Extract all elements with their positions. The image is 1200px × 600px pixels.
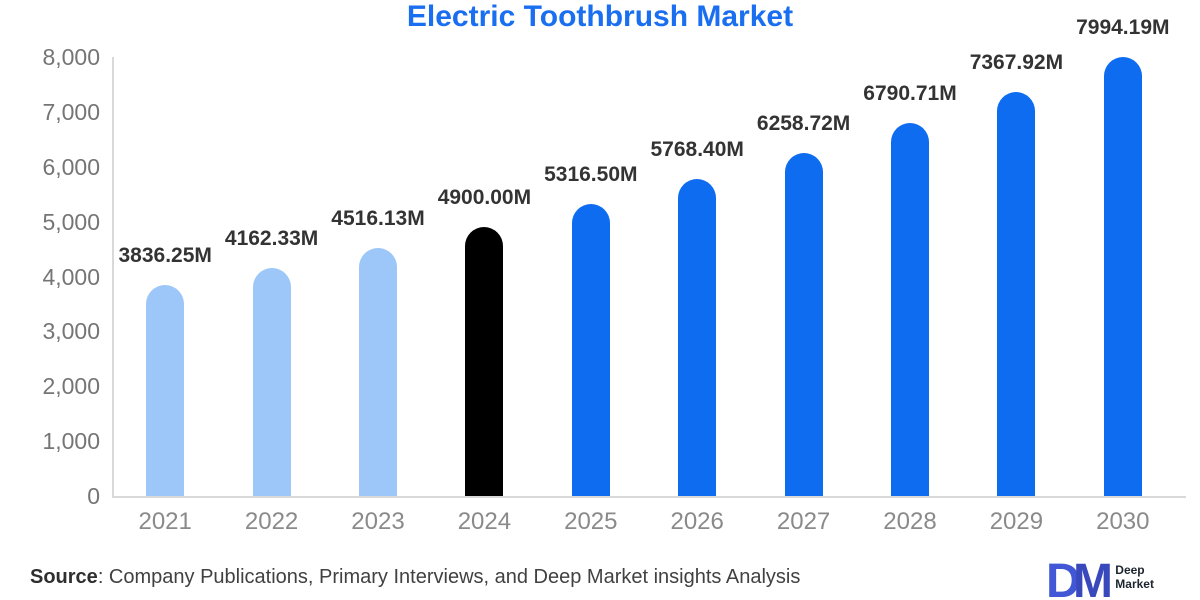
y-axis-tick-label: 4,000 [42,263,100,290]
x-axis-tick-label-2025: 2025 [564,508,618,535]
y-axis-line [112,57,114,496]
chart-title: Electric Toothbrush Market [406,0,794,33]
logo-letter-d: D [1046,555,1081,600]
bar-value-label-2022: 4162.33M [224,226,319,250]
bar-2025 [571,204,610,496]
x-axis-line [112,496,1186,498]
x-axis-tick-label-2023: 2023 [351,508,405,535]
source-text: : Company Publications, Primary Intervie… [97,566,801,588]
bar-2029 [997,91,1036,496]
x-axis-tick-label-2026: 2026 [670,508,724,535]
bar-value-label-2021: 3836.25M [118,244,212,268]
bar-2026 [678,179,717,496]
bar-value-label-2025: 5316.50M [544,163,638,187]
x-axis-tick-label-2030: 2030 [1096,508,1150,535]
source-line: Source: Company Publications, Primary In… [30,566,800,589]
x-axis-tick-label-2029: 2029 [989,508,1044,535]
x-axis-tick-label-2022: 2022 [244,508,299,535]
y-axis-tick-label: 3,000 [42,318,100,345]
x-axis-tick-label-2021: 2021 [138,508,192,535]
bar-value-label-2028: 6790.71M [863,82,957,106]
bar-2021 [146,285,185,496]
y-axis-tick-label: 6,000 [42,153,100,180]
bar-2030 [1103,57,1142,496]
x-axis-tick-label-2028: 2028 [883,508,937,535]
y-axis-tick-label: 5,000 [42,208,100,235]
x-axis-tick-label-2027: 2027 [776,508,831,535]
dm-monogram-icon: DM [1046,558,1113,600]
deep-market-logo: DM Deep Market [1046,558,1154,600]
bar-value-label-2029: 7367.92M [969,50,1064,74]
bar-2023 [359,248,397,496]
y-axis-tick-label: 8,000 [42,44,100,70]
bar-value-label-2026: 5768.40M [650,138,744,162]
y-axis-tick-label: 0 [87,483,100,509]
bar-2027 [784,152,823,496]
y-axis-tick-label: 7,000 [42,98,100,125]
bar-2028 [891,123,929,496]
y-axis-tick-label: 1,000 [42,428,100,455]
bar-value-label-2030: 7994.19M [1076,16,1170,40]
bar-value-label-2027: 6258.72M [756,111,851,135]
logo-letter-m: M [1072,555,1113,600]
bar-value-label-2023: 4516.13M [331,207,425,231]
y-axis-tick-label: 2,000 [42,373,100,400]
bar-value-label-2024: 4900.00M [437,186,532,210]
bar-2024 [465,227,504,496]
bar-2022 [252,267,291,496]
x-axis-tick-label-2024: 2024 [457,508,512,535]
logo-wordmark: Deep Market [1115,563,1154,592]
logo-word-deep: Deep [1115,563,1145,577]
logo-word-market: Market [1115,576,1154,591]
source-label: Source [30,566,98,588]
